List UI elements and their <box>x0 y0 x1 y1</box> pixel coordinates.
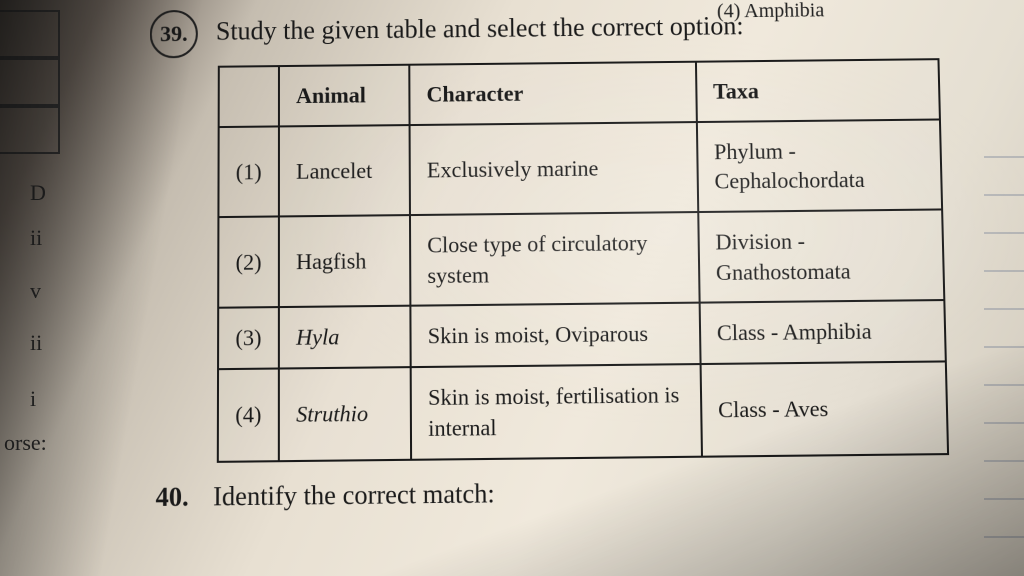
row-character: Exclusively marine <box>410 122 698 215</box>
row-taxa: Class - Aves <box>700 362 948 457</box>
left-label: orse: <box>4 430 47 456</box>
col-taxa: Taxa <box>696 59 940 122</box>
row-character: Skin is moist, Oviparous <box>410 303 700 367</box>
left-label: D <box>30 180 46 206</box>
table-row: (3) Hyla Skin is moist, Oviparous Class … <box>218 300 946 369</box>
left-label: ii <box>30 225 42 251</box>
left-page-fragment: D ii v ii i orse: <box>0 0 130 576</box>
table-row: (4) Struthio Skin is moist, fertilisatio… <box>218 362 948 462</box>
left-label: v <box>30 278 41 304</box>
row-index: (4) <box>218 369 279 462</box>
left-label: ii <box>30 330 42 356</box>
row-character: Close type of circulatory system <box>410 212 699 306</box>
question-40: 40. Identify the correct match: <box>156 473 998 513</box>
question-text: Identify the correct match: <box>213 478 495 512</box>
row-taxa: Division - Gnathostomata <box>698 210 944 304</box>
left-label: i <box>30 386 36 412</box>
row-character: Skin is moist, fertilisation is internal <box>411 364 702 459</box>
row-index: (3) <box>218 308 279 370</box>
col-blank <box>219 66 279 127</box>
biology-taxa-table: Animal Character Taxa (1) Lancelet Exclu… <box>217 58 949 462</box>
question-text: Study the given table and select the cor… <box>216 4 744 49</box>
row-taxa: Phylum - Cephalochordata <box>697 119 943 212</box>
row-index: (1) <box>218 126 279 217</box>
row-index: (2) <box>218 217 279 309</box>
table-row: (1) Lancelet Exclusively marine Phylum -… <box>218 119 942 217</box>
cutoff-text: (4) Amphibia <box>717 0 825 23</box>
col-animal: Animal <box>279 65 410 126</box>
row-animal: Hyla <box>279 306 411 369</box>
row-animal: Struthio <box>279 367 411 460</box>
table-row: (2) Hagfish Close type of circulatory sy… <box>218 210 944 309</box>
question-number-circle: 39. <box>150 10 198 59</box>
row-animal: Hagfish <box>279 215 410 307</box>
row-taxa: Class - Amphibia <box>699 300 946 364</box>
question-39: 39. Study the given table and select the… <box>150 2 986 59</box>
question-number: 40. <box>156 481 189 512</box>
row-animal: Lancelet <box>279 125 410 217</box>
page-content: (4) Amphibia 39. Study the given table a… <box>147 0 997 513</box>
col-character: Character <box>409 62 696 125</box>
table-header-row: Animal Character Taxa <box>219 59 940 127</box>
